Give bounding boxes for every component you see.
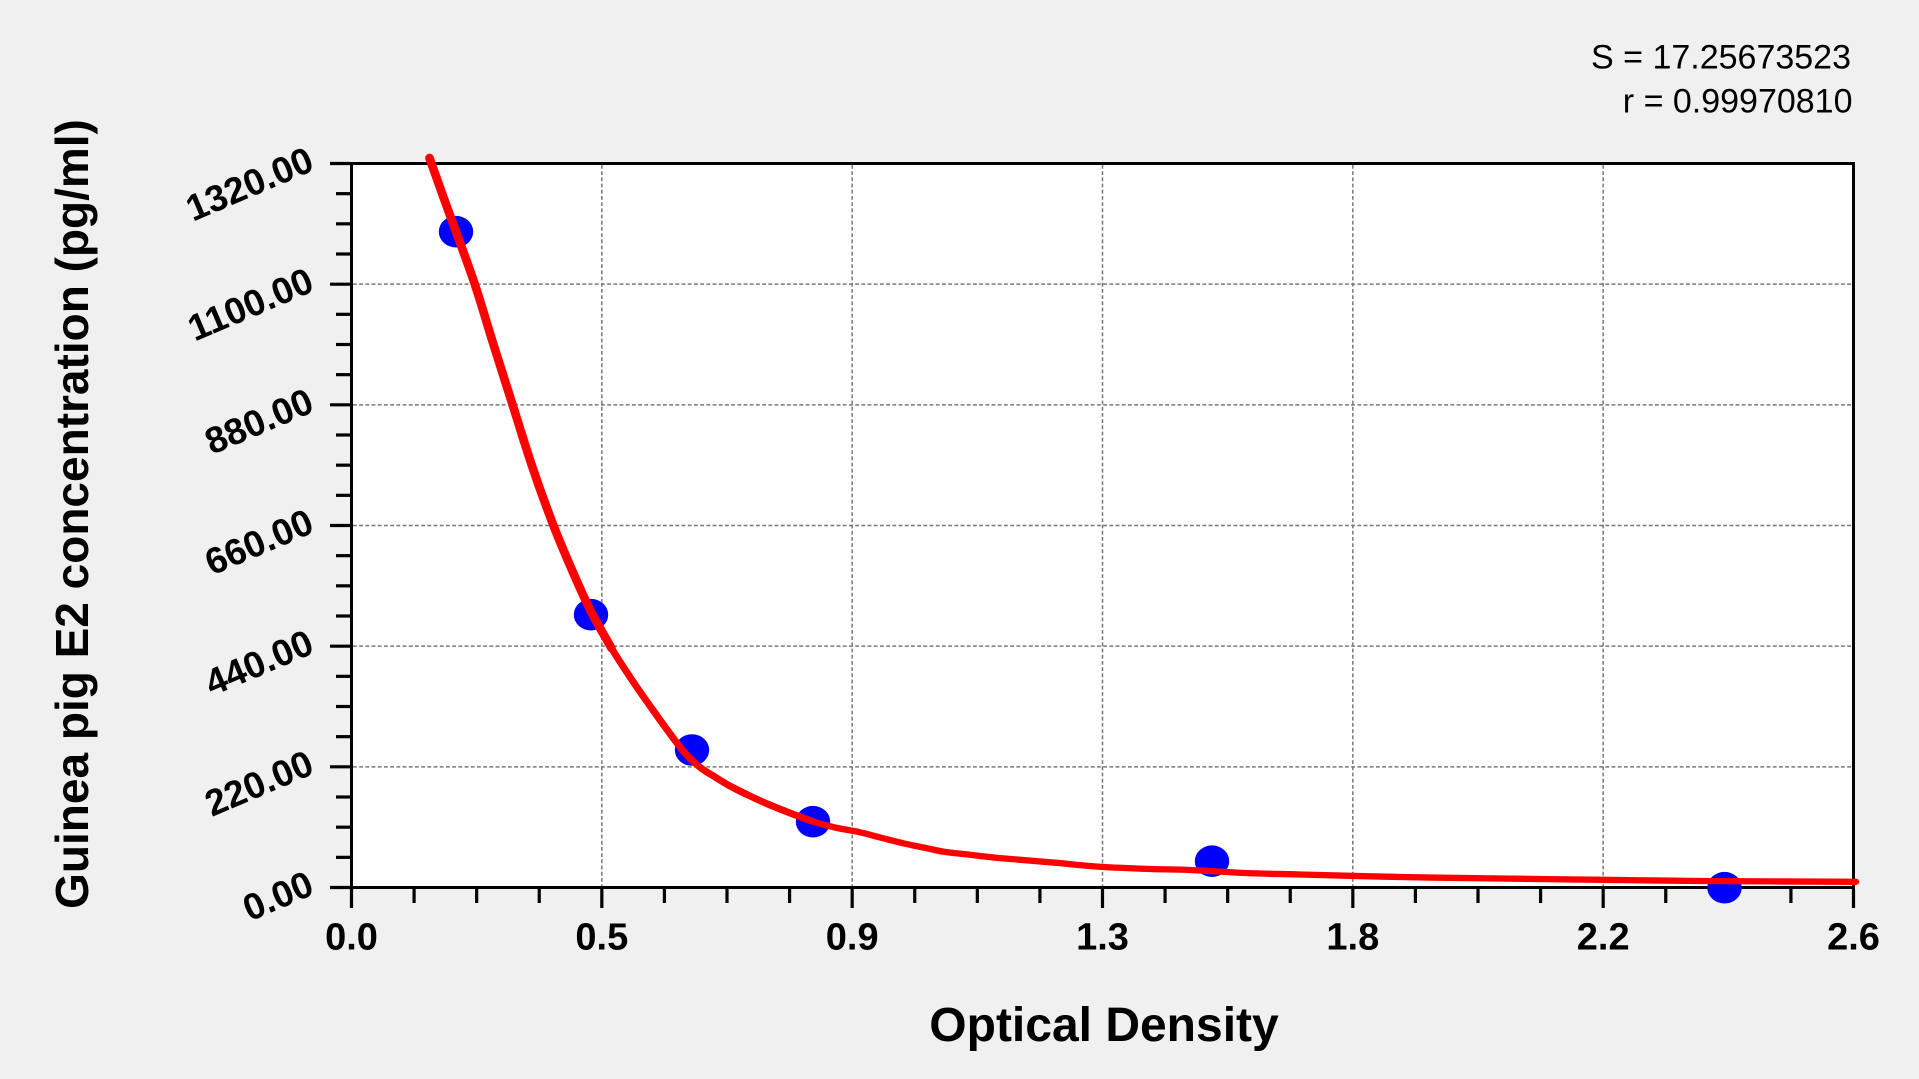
svg-text:0.0: 0.0: [325, 917, 378, 959]
svg-text:0.9: 0.9: [826, 917, 879, 959]
svg-text:2.2: 2.2: [1577, 917, 1630, 959]
svg-text:1.3: 1.3: [1076, 917, 1129, 959]
svg-text:0.5: 0.5: [575, 917, 628, 959]
svg-text:S = 17.25673523: S = 17.25673523: [1591, 39, 1851, 77]
svg-text:Guinea pig E2 concentration (p: Guinea pig E2 concentration (pg/ml): [46, 119, 98, 909]
svg-text:2.6: 2.6: [1827, 917, 1880, 959]
svg-text:1.8: 1.8: [1326, 917, 1379, 959]
svg-text:Optical Density: Optical Density: [929, 999, 1279, 1052]
svg-text:r = 0.99970810: r = 0.99970810: [1623, 83, 1853, 121]
